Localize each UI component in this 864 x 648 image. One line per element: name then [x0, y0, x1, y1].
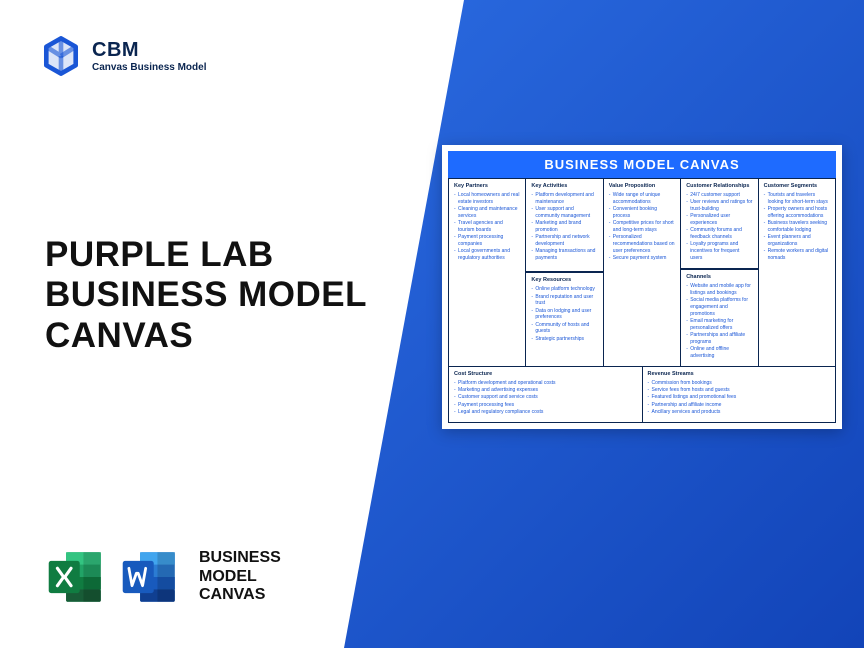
cell-value-proposition: Value Proposition Wide range of unique a…: [604, 178, 681, 367]
brand-subtitle: Canvas Business Model: [92, 62, 206, 73]
canvas-grid: Key Partners Local homeowners and real e…: [448, 178, 836, 423]
page-headline: PURPLE LAB BUSINESS MODEL CANVAS: [45, 235, 367, 356]
list-item: Managing transactions and payments: [531, 248, 597, 262]
list-item: Cleaning and maintenance services: [454, 206, 520, 220]
heading-channels: Channels: [686, 274, 752, 280]
cell-customer-segments: Customer Segments Tourists and travelers…: [759, 178, 836, 367]
list-item: Payment processing companies: [454, 234, 520, 248]
list-item: Featured listings and promotional fees: [648, 394, 831, 401]
list-item: Payment processing fees: [454, 402, 637, 409]
cell-key-partners: Key Partners Local homeowners and real e…: [449, 178, 526, 367]
list-item: Online platform technology: [531, 286, 597, 293]
headline-line3: CANVAS: [45, 316, 367, 356]
list-item: Loyalty programs and incentives for freq…: [686, 241, 752, 261]
cell-channels: Channels Website and mobile app for list…: [681, 269, 758, 367]
list-item: Local governments and regulatory authori…: [454, 248, 520, 262]
list-item: Personalized user experiences: [686, 213, 752, 227]
cbm-logo-icon: [40, 35, 82, 77]
word-icon: [119, 546, 181, 608]
list-item: User support and community management: [531, 206, 597, 220]
brand-title: CBM: [92, 39, 206, 62]
list-item: Online and offline advertising: [686, 346, 752, 360]
canvas-preview: BUSINESS MODEL CANVAS Key Partners Local…: [442, 145, 842, 429]
excel-icon: [45, 546, 107, 608]
list-item: Personalized recommendations based on us…: [609, 234, 675, 254]
list-item: Community forums and feedback channels: [686, 227, 752, 241]
list-item: Commission from bookings: [648, 380, 831, 387]
list-item: Platform development and maintenance: [531, 192, 597, 206]
apps-label-line1: BUSINESS: [199, 549, 281, 567]
list-item: Marketing and advertising expenses: [454, 387, 637, 394]
list-item: Wide range of unique accommodations: [609, 192, 675, 206]
list-item: Social media platforms for engagement an…: [686, 297, 752, 317]
list-item: Platform development and operational cos…: [454, 380, 637, 387]
list-item: Business travelers seeking comfortable l…: [764, 220, 830, 234]
list-item: 24/7 customer support: [686, 192, 752, 199]
cell-cost-structure: Cost Structure Platform development and …: [449, 367, 643, 423]
list-item: Customer support and service costs: [454, 394, 637, 401]
list-item: Partnerships and affiliate programs: [686, 332, 752, 346]
list-item: Legal and regulatory compliance costs: [454, 409, 637, 416]
canvas-title: BUSINESS MODEL CANVAS: [448, 151, 836, 178]
apps-label: BUSINESS MODEL CANVAS: [199, 549, 281, 604]
list-item: Partnership and network development: [531, 234, 597, 248]
list-item: Local homeowners and real estate investo…: [454, 192, 520, 206]
list-item: Tourists and travelers looking for short…: [764, 192, 830, 206]
heading-value-proposition: Value Proposition: [609, 183, 675, 189]
list-item: Service fees from hosts and guests: [648, 387, 831, 394]
cell-revenue-streams: Revenue Streams Commission from bookings…: [643, 367, 837, 423]
list-item: Brand reputation and user trust: [531, 294, 597, 308]
heading-key-partners: Key Partners: [454, 183, 520, 189]
list-item: Travel agencies and tourism boards: [454, 220, 520, 234]
cell-customer-relationships: Customer Relationships 24/7 customer sup…: [681, 178, 758, 269]
apps-label-line2: MODEL: [199, 568, 281, 586]
heading-key-resources: Key Resources: [531, 277, 597, 283]
list-item: Data on lodging and user preferences: [531, 308, 597, 322]
list-item: Event planners and organizations: [764, 234, 830, 248]
list-item: Marketing and brand promotion: [531, 220, 597, 234]
list-item: Remote workers and digital nomads: [764, 248, 830, 262]
list-item: Secure payment system: [609, 255, 675, 262]
list-item: Property owners and hosts offering accom…: [764, 206, 830, 220]
apps-label-line3: CANVAS: [199, 586, 281, 604]
heading-revenue-streams: Revenue Streams: [648, 371, 831, 377]
heading-customer-relationships: Customer Relationships: [686, 183, 752, 189]
headline-line2: BUSINESS MODEL: [45, 275, 367, 315]
list-item: Community of hosts and guests: [531, 322, 597, 336]
brand-logo: CBM Canvas Business Model: [40, 35, 206, 77]
heading-cost-structure: Cost Structure: [454, 371, 637, 377]
apps-block: BUSINESS MODEL CANVAS: [45, 546, 281, 608]
headline-line1: PURPLE LAB: [45, 235, 367, 275]
list-item: Convenient booking process: [609, 206, 675, 220]
list-item: Email marketing for personalized offers: [686, 318, 752, 332]
list-item: User reviews and ratings for trust-build…: [686, 199, 752, 213]
list-item: Strategic partnerships: [531, 336, 597, 343]
cell-key-resources: Key Resources Online platform technology…: [526, 272, 603, 366]
list-item: Website and mobile app for listings and …: [686, 283, 752, 297]
heading-customer-segments: Customer Segments: [764, 183, 830, 189]
list-item: Competitive prices for short and long-te…: [609, 220, 675, 234]
list-item: Ancillary services and products: [648, 409, 831, 416]
list-item: Partnership and affiliate income: [648, 402, 831, 409]
cell-key-activities: Key Activities Platform development and …: [526, 178, 603, 272]
heading-key-activities: Key Activities: [531, 183, 597, 189]
